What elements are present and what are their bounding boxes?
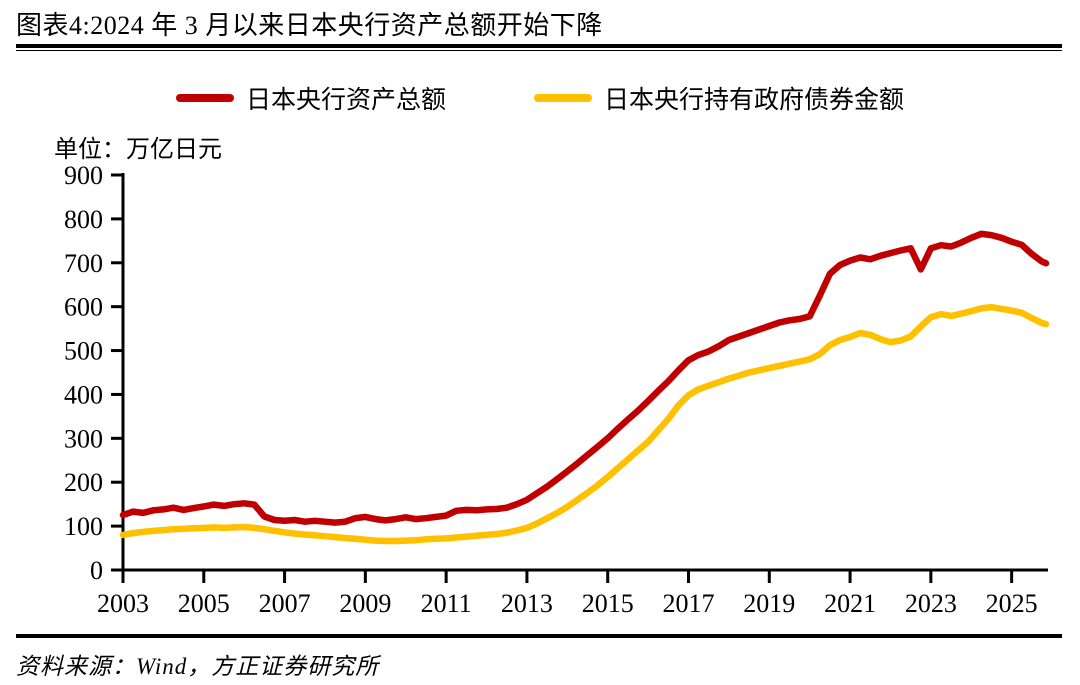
legend-item-jgb-holdings: 日本央行持有政府债券金额 [534,80,904,116]
x-tick-label: 2013 [501,589,553,618]
legend-swatch-jgb-holdings [534,94,592,102]
y-tick-label: 500 [64,337,103,366]
x-tick-label: 2003 [97,589,149,618]
series-line-boj-total-assets [119,230,1050,526]
y-tick-label: 200 [64,468,103,497]
x-tick-label: 2011 [421,589,472,618]
legend: 日本央行资产总额 日本央行持有政府债券金额 [0,80,1080,116]
y-tick-label: 300 [64,424,103,453]
series-line-boj-jgb-holdings [119,303,1050,545]
y-tick-label: 800 [64,205,103,234]
y-tick-label: 600 [64,293,103,322]
legend-swatch-total-assets [175,94,234,102]
x-tick-label: 2025 [986,589,1038,618]
unit-label: 单位：万亿日元 [54,137,222,163]
x-tick-label: 2023 [905,589,957,618]
x-tick-label: 2009 [339,589,391,618]
x-tick-label: 2005 [178,589,230,618]
footer-divider-rule [16,634,1062,638]
legend-label-jgb-holdings: 日本央行持有政府债券金额 [604,87,905,114]
y-tick-label: 700 [64,249,103,278]
x-tick-label: 2021 [824,589,876,618]
legend-item-total-assets: 日本央行资产总额 [175,80,446,116]
x-tick-label: 2017 [663,589,715,618]
x-tick-label: 2019 [743,589,795,618]
figure-title: 图表4:2024 年 3 月以来日本央行资产总额开始下降 [16,11,603,40]
y-tick-label: 0 [90,556,103,585]
title-divider-rule [16,44,1062,51]
y-tick-label: 400 [64,380,103,409]
legend-label-total-assets: 日本央行资产总额 [245,87,446,114]
y-tick-label: 100 [64,512,103,541]
y-tick-label: 900 [64,161,103,190]
x-tick-label: 2007 [259,589,311,618]
source-note: 资料来源：Wind，方正证券研究所 [16,654,380,679]
axes [121,173,1048,572]
y-axis: 0 100 200 300 400 500 600 700 800 900 [64,161,123,585]
x-tick-label: 2015 [582,589,634,618]
x-axis: 2003 2005 2007 2009 2011 2013 2015 2017 2019 2021… [97,570,1038,618]
